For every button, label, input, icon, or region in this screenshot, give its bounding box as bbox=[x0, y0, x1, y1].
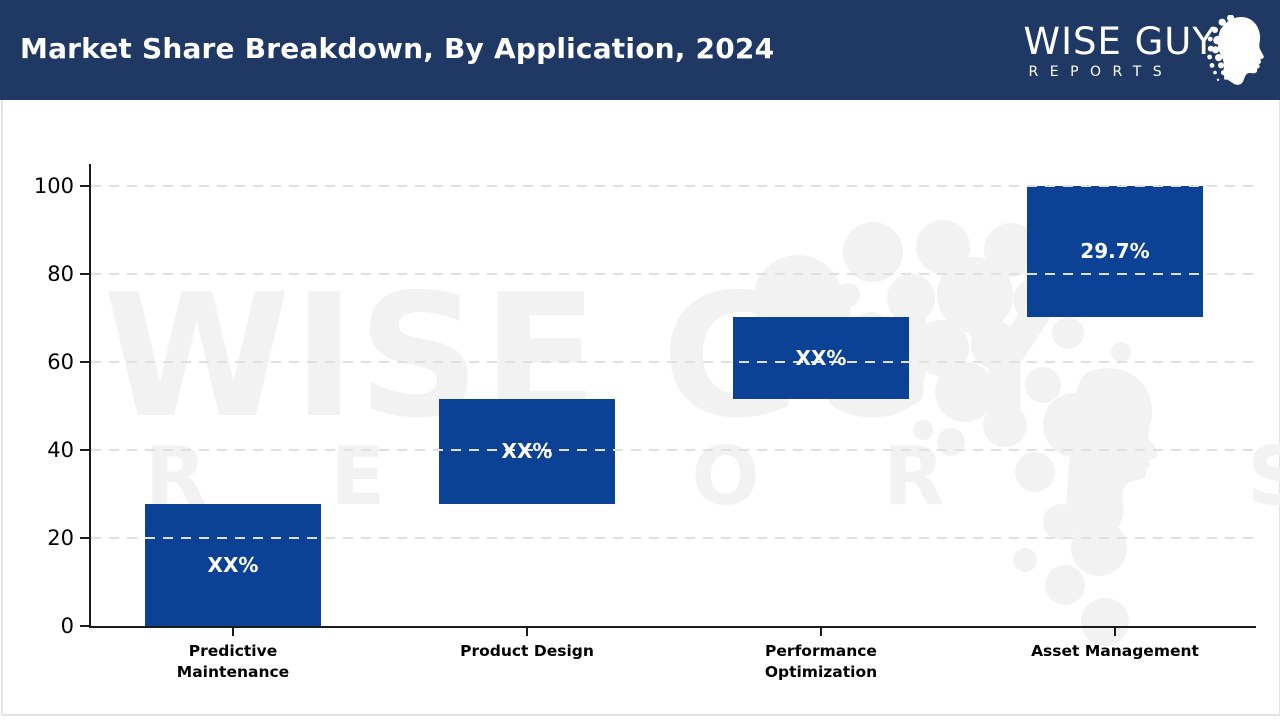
bar-value-label: XX% bbox=[207, 553, 259, 578]
x-tick-mark bbox=[232, 628, 234, 636]
category-label: Performance Optimization bbox=[676, 641, 966, 683]
bar-value-label: XX% bbox=[795, 345, 847, 370]
category-label-line: Predictive bbox=[188, 642, 278, 660]
y-axis bbox=[89, 164, 91, 628]
chart-area: WISE GUY R E P O R T S XX% XX% XX% 29.7% 0 20… bbox=[1, 100, 1280, 716]
y-tick-mark bbox=[80, 185, 89, 187]
x-tick-mark bbox=[526, 628, 528, 636]
brand-logo-text: WISE GUY REPORTS bbox=[1024, 23, 1216, 80]
horizontal-gridline bbox=[91, 273, 1256, 275]
horizontal-gridline bbox=[91, 537, 1256, 539]
bar-value-label: XX% bbox=[501, 439, 553, 464]
category-label: Predictive Maintenance bbox=[88, 641, 378, 683]
category-label-line: Asset Management bbox=[1031, 642, 1199, 660]
category-label-line: Maintenance bbox=[176, 663, 290, 681]
y-tick-label: 80 bbox=[47, 262, 74, 286]
y-tick-label: 20 bbox=[47, 526, 74, 550]
x-tick-mark bbox=[820, 628, 822, 636]
y-tick-mark bbox=[80, 625, 89, 627]
y-tick-mark bbox=[80, 449, 89, 451]
waterfall-bar bbox=[439, 398, 615, 505]
y-tick-mark bbox=[80, 273, 89, 275]
chart-title: Market Share Breakdown, By Application, … bbox=[20, 32, 775, 66]
x-tick-mark bbox=[1114, 628, 1116, 636]
category-label-line: Optimization bbox=[764, 663, 878, 681]
waterfall-bar bbox=[145, 504, 321, 626]
category-label-line: Performance bbox=[765, 642, 877, 660]
header-bar: Market Share Breakdown, By Application, … bbox=[0, 0, 1280, 100]
category-label-line: Product Design bbox=[460, 642, 594, 660]
waterfall-bar bbox=[733, 316, 909, 399]
x-axis bbox=[89, 626, 1256, 628]
plot-area: XX% XX% XX% 29.7% 0 20 40 60 80 100 Predictive Main… bbox=[3, 100, 1279, 714]
horizontal-gridline bbox=[91, 449, 1256, 451]
y-tick-label: 40 bbox=[47, 438, 74, 462]
brand-name: WISE GUY bbox=[1023, 19, 1216, 63]
brand-tagline: REPORTS bbox=[1028, 63, 1174, 80]
category-label: Product Design bbox=[382, 641, 672, 662]
wise-guy-head-icon bbox=[1207, 15, 1264, 85]
y-tick-label: 100 bbox=[33, 174, 74, 198]
category-label: Asset Management bbox=[970, 641, 1260, 662]
y-tick-mark bbox=[80, 537, 89, 539]
bar-value-label: 29.7% bbox=[1080, 239, 1150, 264]
y-tick-mark bbox=[80, 361, 89, 363]
waterfall-bar bbox=[1027, 186, 1203, 317]
brand-logo: WISE GUY REPORTS bbox=[1024, 8, 1266, 94]
horizontal-gridline bbox=[91, 361, 1256, 363]
y-tick-label: 0 bbox=[60, 614, 74, 638]
horizontal-gridline bbox=[91, 185, 1256, 187]
y-tick-label: 60 bbox=[47, 350, 74, 374]
